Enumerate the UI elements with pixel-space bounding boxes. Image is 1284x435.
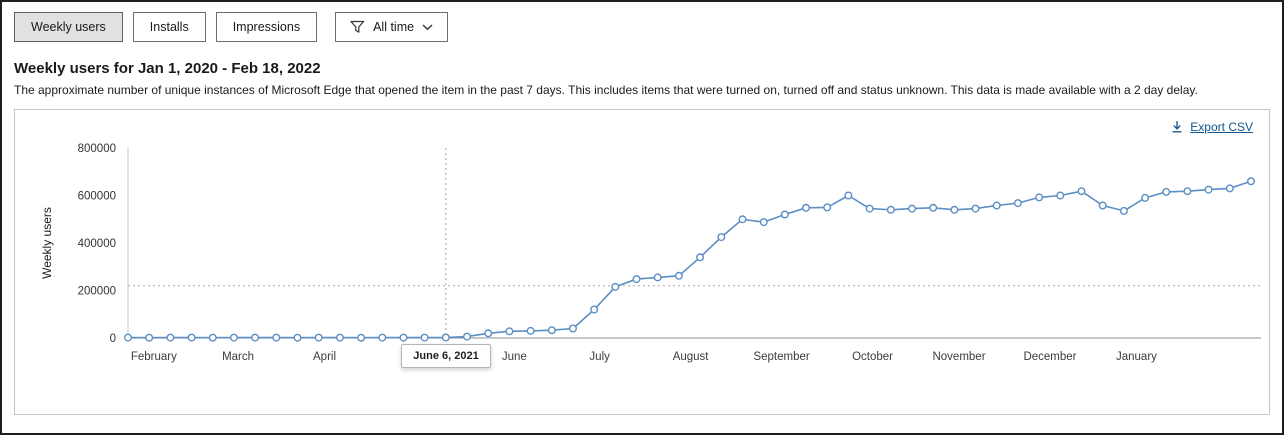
x-tick-label: June: [502, 351, 527, 363]
crosshair-tooltip: June 6, 2021: [401, 344, 491, 368]
time-filter-dropdown[interactable]: All time: [335, 12, 449, 42]
data-point-marker[interactable]: [674, 271, 683, 280]
data-point-marker[interactable]: [1225, 184, 1234, 193]
data-point-marker[interactable]: [378, 333, 387, 342]
data-point-marker[interactable]: [780, 210, 789, 219]
export-csv-label: Export CSV: [1190, 120, 1253, 134]
line-chart-svg: 0 200000 400000 600000 800000 February March Ap…: [40, 143, 1261, 363]
data-point-marker[interactable]: [547, 326, 556, 335]
data-point-marker[interactable]: [1141, 193, 1150, 202]
data-point-marker[interactable]: [802, 203, 811, 212]
data-points: [123, 177, 1255, 342]
y-tick-label: 0: [110, 333, 116, 345]
data-point-marker[interactable]: [399, 333, 408, 342]
data-point-marker[interactable]: [717, 233, 726, 242]
series-line: [127, 180, 1252, 339]
data-point-marker[interactable]: [696, 253, 705, 262]
x-tick-label: April: [313, 351, 336, 363]
data-point-marker[interactable]: [272, 333, 281, 342]
data-point-marker[interactable]: [1183, 187, 1192, 196]
y-axis-title: Weekly users: [40, 207, 54, 279]
data-point-marker[interactable]: [1013, 199, 1022, 208]
tab-impressions[interactable]: Impressions: [215, 12, 318, 42]
data-point-marker[interactable]: [1204, 185, 1213, 194]
data-point-marker[interactable]: [653, 273, 662, 282]
export-csv-link[interactable]: Export CSV: [1170, 120, 1253, 134]
y-tick-label: 800000: [78, 143, 116, 155]
data-point-marker[interactable]: [229, 333, 238, 342]
data-point-marker[interactable]: [145, 333, 154, 342]
data-point-marker[interactable]: [632, 275, 641, 284]
x-tick-label: October: [852, 351, 893, 363]
data-point-marker[interactable]: [208, 333, 217, 342]
data-point-marker[interactable]: [123, 333, 132, 342]
y-tick-label: 400000: [78, 238, 116, 250]
toolbar: Weekly users Installs Impressions All ti…: [14, 12, 1270, 42]
data-point-marker[interactable]: [1246, 177, 1255, 186]
data-point-marker[interactable]: [441, 333, 450, 342]
x-tick-label: January: [1116, 351, 1157, 363]
data-point-marker[interactable]: [166, 333, 175, 342]
data-point-marker[interactable]: [484, 329, 493, 338]
data-point-marker[interactable]: [1162, 187, 1171, 196]
data-point-marker[interactable]: [314, 333, 323, 342]
data-point-marker[interactable]: [569, 324, 578, 333]
data-point-marker[interactable]: [526, 326, 535, 335]
x-tick-label: August: [673, 351, 710, 363]
data-point-marker[interactable]: [1119, 206, 1128, 215]
download-icon: [1170, 120, 1184, 134]
data-point-marker[interactable]: [908, 204, 917, 213]
data-point-marker[interactable]: [971, 204, 980, 213]
data-point-marker[interactable]: [335, 333, 344, 342]
data-point-marker[interactable]: [251, 333, 260, 342]
data-point-marker[interactable]: [1056, 191, 1065, 200]
filter-funnel-icon: [350, 20, 365, 34]
data-point-marker[interactable]: [1098, 201, 1107, 210]
x-tick-label: February: [131, 351, 177, 363]
data-point-marker[interactable]: [357, 333, 366, 342]
chart-card: Export CSV 0 200000 400000 600000 800000 Febr…: [14, 109, 1270, 415]
data-point-marker[interactable]: [1035, 193, 1044, 202]
data-point-marker[interactable]: [886, 205, 895, 214]
x-tick-label: July: [589, 351, 610, 363]
tab-installs[interactable]: Installs: [132, 12, 206, 42]
x-tick-label: March: [222, 351, 254, 363]
data-point-marker[interactable]: [293, 333, 302, 342]
x-axis-ticks: February March April June July August Septembe…: [131, 351, 1157, 363]
x-tick-label: November: [932, 351, 985, 363]
y-tick-label: 600000: [78, 191, 116, 203]
data-point-marker[interactable]: [505, 327, 514, 336]
data-point-marker[interactable]: [463, 332, 472, 341]
weekly-users-chart: 0 200000 400000 600000 800000 February March Ap…: [25, 140, 1277, 395]
data-point-marker[interactable]: [590, 305, 599, 314]
y-tick-label: 200000: [78, 286, 116, 298]
data-point-marker[interactable]: [823, 203, 832, 212]
chevron-down-icon: [422, 23, 433, 31]
data-point-marker[interactable]: [611, 282, 620, 291]
data-point-marker[interactable]: [950, 205, 959, 214]
data-point-marker[interactable]: [865, 204, 874, 213]
data-point-marker[interactable]: [844, 191, 853, 200]
x-tick-label: September: [753, 351, 809, 363]
analytics-page: Weekly users Installs Impressions All ti…: [2, 2, 1282, 415]
data-point-marker[interactable]: [187, 333, 196, 342]
page-title: Weekly users for Jan 1, 2020 - Feb 18, 2…: [14, 60, 321, 77]
y-axis-ticks: 0 200000 400000 600000 800000: [78, 143, 116, 345]
page-description: The approximate number of unique instanc…: [14, 83, 1198, 97]
data-point-marker[interactable]: [759, 218, 768, 227]
data-point-marker[interactable]: [1077, 187, 1086, 196]
data-point-marker[interactable]: [992, 201, 1001, 210]
data-point-marker[interactable]: [738, 215, 747, 224]
time-filter-label: All time: [373, 20, 415, 34]
tab-weekly-users[interactable]: Weekly users: [14, 12, 123, 42]
data-point-marker[interactable]: [420, 333, 429, 342]
data-point-marker[interactable]: [929, 203, 938, 212]
x-tick-label: December: [1023, 351, 1076, 363]
